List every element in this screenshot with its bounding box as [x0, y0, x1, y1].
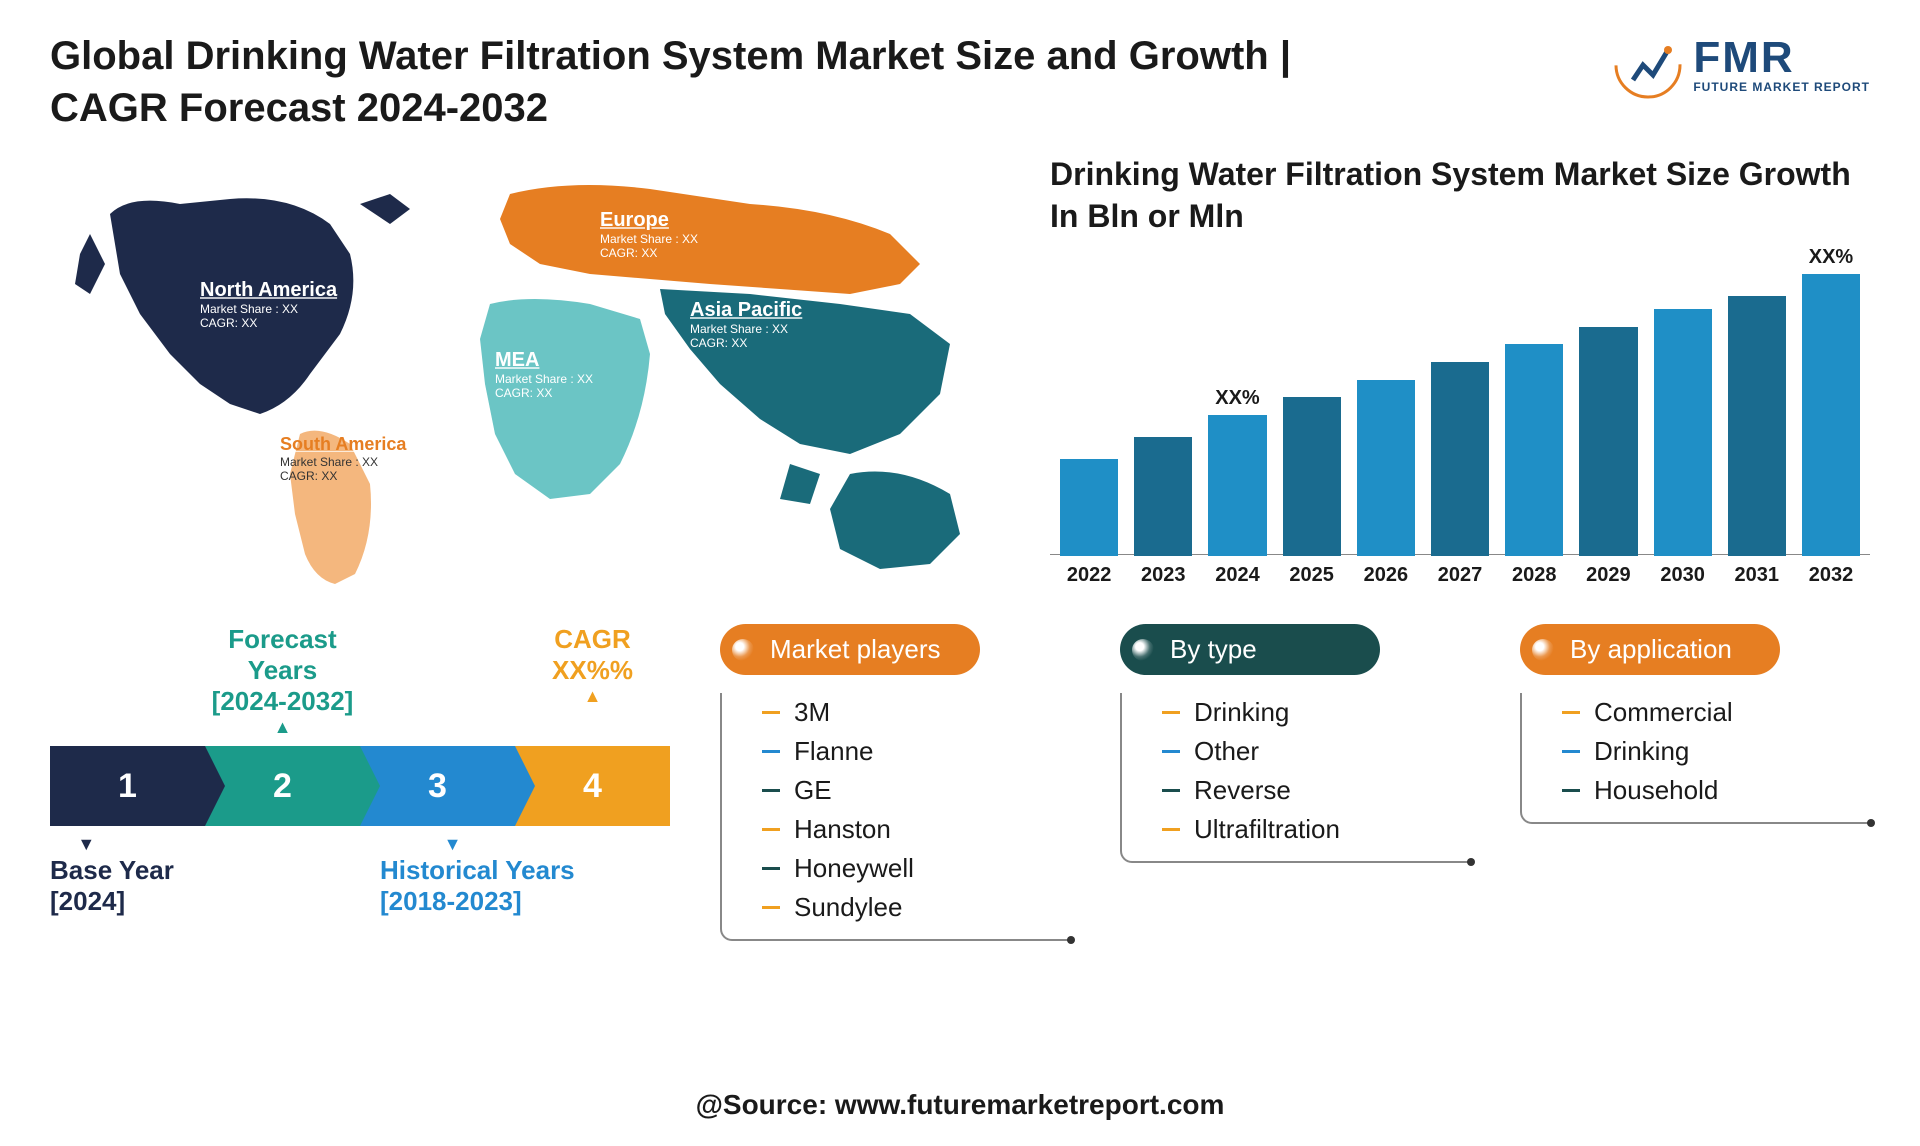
hist-range: [2018-2023]	[380, 886, 670, 917]
bar-chart-section: Drinking Water Filtration System Market …	[1050, 154, 1870, 594]
base-range: [2024]	[50, 886, 340, 917]
by-type-col: By type DrinkingOtherReverseUltrafiltrat…	[1120, 624, 1470, 863]
bar-2027: 2027	[1431, 362, 1489, 587]
market-players-pill: Market players	[720, 624, 980, 675]
list-item: Flanne	[762, 732, 1070, 771]
timeline-seg-3: 3	[360, 746, 515, 826]
by-application-col: By application CommercialDrinkingHouseho…	[1520, 624, 1870, 824]
list-item: Reverse	[1162, 771, 1470, 810]
list-item: Drinking	[1162, 693, 1470, 732]
bar-2031: 2031	[1728, 296, 1786, 587]
hist-label: Historical Years	[380, 855, 670, 886]
bar-chart: 2022 2023 XX%2024 2025 2026 2027 2028 2029 2030 2…	[1050, 247, 1870, 587]
timeline-seg-1: 1	[50, 746, 205, 826]
list-item: Hanston	[762, 810, 1070, 849]
timeline-seg-2: 2	[205, 746, 360, 826]
fmr-logo: FMR FUTURE MARKET REPORT	[1613, 30, 1870, 100]
source-attribution: @Source: www.futuremarketreport.com	[696, 1089, 1225, 1121]
list-item: 3M	[762, 693, 1070, 732]
label-asia-pacific: Asia Pacific Market Share : XX CAGR: XX	[690, 299, 802, 350]
label-mea: MEA Market Share : XX CAGR: XX	[495, 349, 593, 400]
list-item: Commercial	[1562, 693, 1870, 732]
label-north-america: North America Market Share : XX CAGR: XX	[200, 279, 337, 330]
list-item: Honeywell	[762, 849, 1070, 888]
market-players-col: Market players 3MFlanneGEHanstonHoneywel…	[720, 624, 1070, 941]
list-item: GE	[762, 771, 1070, 810]
label-south-america: South America Market Share : XX CAGR: XX	[280, 434, 406, 483]
logo-brand: FMR	[1693, 36, 1870, 80]
bar-2029: 2029	[1579, 327, 1637, 587]
forecast-range: [2024-2032]	[205, 686, 360, 717]
timeline-seg-4: 4	[515, 746, 670, 826]
list-item: Ultrafiltration	[1162, 810, 1470, 849]
timeline: Forecast Years [2024-2032] ▲ CAGR XX%% ▲…	[50, 624, 670, 917]
world-map: North America Market Share : XX CAGR: XX…	[50, 154, 1010, 594]
bar-2026: 2026	[1357, 380, 1415, 587]
bar-2030: 2030	[1654, 309, 1712, 587]
chart-title: Drinking Water Filtration System Market …	[1050, 154, 1870, 237]
list-item: Sundylee	[762, 888, 1070, 927]
bar-2024: XX%2024	[1208, 415, 1266, 587]
page-title: Global Drinking Water Filtration System …	[50, 30, 1350, 134]
by-type-pill: By type	[1120, 624, 1380, 675]
region-europe	[500, 185, 920, 294]
list-item: Other	[1162, 732, 1470, 771]
base-label: Base Year	[50, 855, 340, 886]
bar-2022: 2022	[1060, 459, 1118, 587]
bar-2023: 2023	[1134, 437, 1192, 587]
list-item: Household	[1562, 771, 1870, 810]
logo-icon	[1613, 30, 1683, 100]
cagr-value: XX%%	[515, 655, 670, 686]
bar-2025: 2025	[1283, 397, 1341, 587]
label-europe: Europe Market Share : XX CAGR: XX	[600, 209, 698, 260]
by-application-pill: By application	[1520, 624, 1780, 675]
list-item: Drinking	[1562, 732, 1870, 771]
bar-2028: 2028	[1505, 344, 1563, 587]
logo-subtitle: FUTURE MARKET REPORT	[1693, 80, 1870, 94]
bar-2032: XX%2032	[1802, 274, 1860, 587]
cagr-label: CAGR	[515, 624, 670, 655]
forecast-label: Forecast Years	[205, 624, 360, 686]
